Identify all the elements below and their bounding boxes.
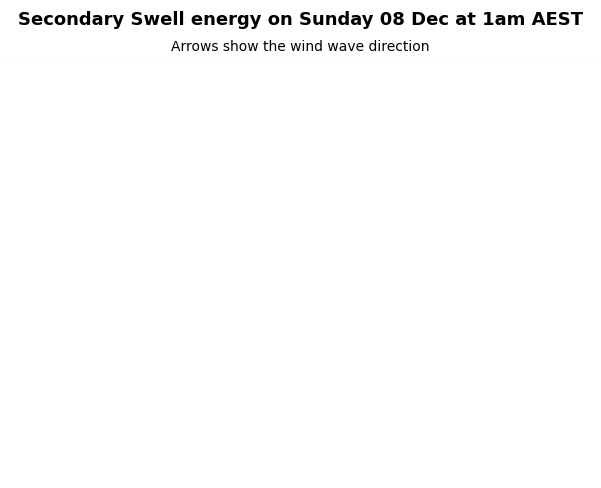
Text: Arrows show the wind wave direction: Arrows show the wind wave direction (171, 40, 430, 54)
Text: Secondary Swell energy on Sunday 08 Dec at 1am AEST: Secondary Swell energy on Sunday 08 Dec … (18, 12, 583, 29)
